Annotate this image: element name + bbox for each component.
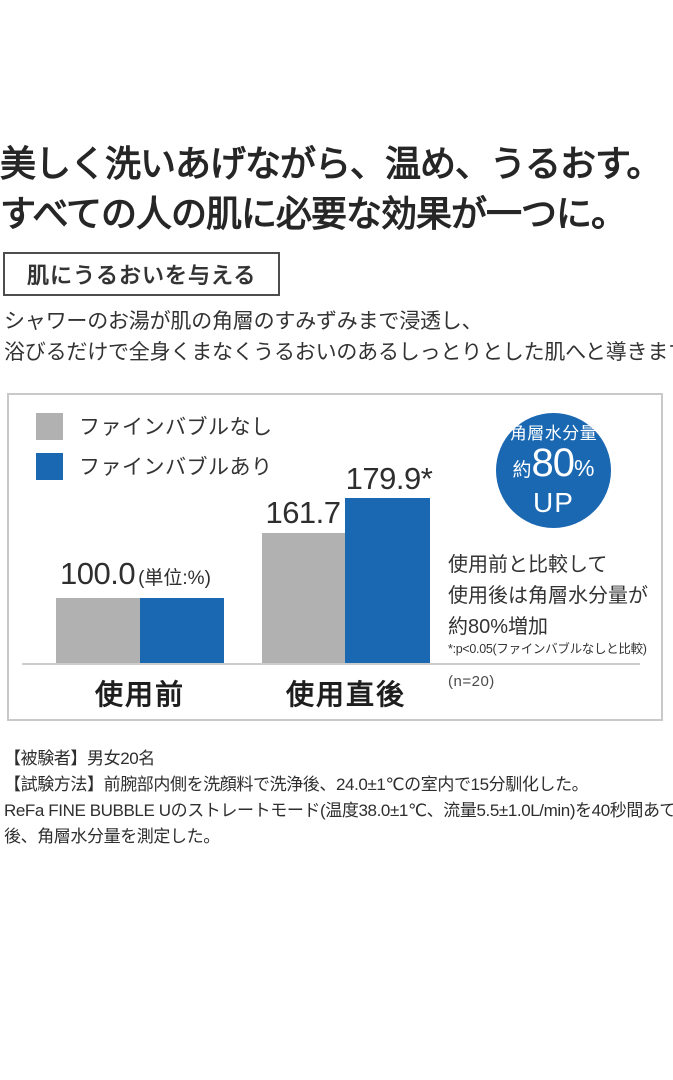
legend-label-without-bubbles: ファインバブルなし [79, 416, 273, 439]
legend-swatch-gray [36, 412, 63, 440]
moisture-up-badge: 角層水分量 約 80 % UP [496, 413, 611, 528]
unit-label: (単位:%) [138, 568, 211, 589]
badge-percent: % [574, 455, 595, 481]
test-method-notes: 【被験者】男女20名 【試験方法】前腕部内側を洗顔料で洗浄後、24.0±1℃の室… [4, 746, 673, 850]
x-axis-line [22, 663, 640, 665]
category-label-after: 使用直後 [285, 679, 406, 710]
page-title-line1: 美しく洗いあげながら、温め、うるおす。 [0, 143, 662, 184]
badge-approx: 約 [512, 460, 532, 481]
note-method-line2: ReFa FINE BUBBLE Uのストレートモード(温度38.0±1℃、流量… [4, 801, 673, 820]
bar-after-with-bubbles [345, 498, 430, 663]
section-label-box: 肌にうるおいを与える [3, 252, 281, 296]
value-before: 100.0 [60, 556, 136, 591]
value-label-after-with: 179.9* [345, 461, 433, 496]
page-title: 美しく洗いあげながら、温め、うるおす。 すべての人の肌に必要な効果が一つに。 [0, 139, 662, 239]
value-label-before: 100.0 (単位:%) [60, 556, 211, 597]
sample-size-label: (n=20) [448, 673, 495, 690]
description: シャワーのお湯が肌の角層のすみずみまで浸透し、 浴びるだけで全身くまなくうるおい… [4, 306, 673, 368]
bar-before-with-bubbles [140, 598, 224, 663]
badge-up-text: UP [533, 487, 574, 518]
note-method-line1: 【試験方法】前腕部内側を洗顔料で洗浄後、24.0±1℃の室内で15分馴化した。 [4, 775, 589, 794]
annotation-line3: 約80%増加 [448, 616, 549, 638]
category-label-before: 使用前 [94, 679, 185, 710]
annotation-line2: 使用後は角層水分量が [448, 585, 648, 607]
note-method-line3: 後、角層水分量を測定した。 [4, 827, 220, 846]
description-line2: 浴びるだけで全身くまなくうるおいのあるしっとりとした肌へと導きます。 [4, 341, 673, 364]
chart-canvas: ファインバブルなし ファインバブルあり 100.0 (単位:%) 161.7 1… [9, 395, 661, 719]
bar-before-without-bubbles [56, 598, 140, 663]
bar-after-without-bubbles [262, 533, 345, 663]
chart-panel: ファインバブルなし ファインバブルあり 100.0 (単位:%) 161.7 1… [7, 393, 663, 721]
legend-label-with-bubbles: ファインバブルあり [79, 456, 273, 479]
legend-swatch-blue [36, 452, 63, 480]
legend-item-with-bubbles: ファインバブルあり [36, 451, 273, 481]
badge-value-row: 約 80 % [513, 443, 595, 491]
value-label-after-without: 161.7 [265, 495, 341, 530]
badge-value: 80 [531, 441, 575, 485]
note-subjects: 【被験者】男女20名 [4, 749, 155, 768]
section-label-text: 肌にうるおいを与える [27, 263, 257, 288]
chart-annotation: 使用前と比較して 使用後は角層水分量が 約80%増加 [448, 550, 648, 643]
legend-item-without-bubbles: ファインバブルなし [36, 411, 273, 441]
badge-line1: 角層水分量 [509, 424, 598, 443]
description-line1: シャワーのお湯が肌の角層のすみずみまで浸透し、 [4, 310, 483, 333]
page-title-line2: すべての人の肌に必要な効果が一つに。 [0, 193, 627, 234]
annotation-line1: 使用前と比較して [448, 554, 608, 576]
significance-note: *:p<0.05(ファインバブルなしと比較) [448, 642, 647, 656]
